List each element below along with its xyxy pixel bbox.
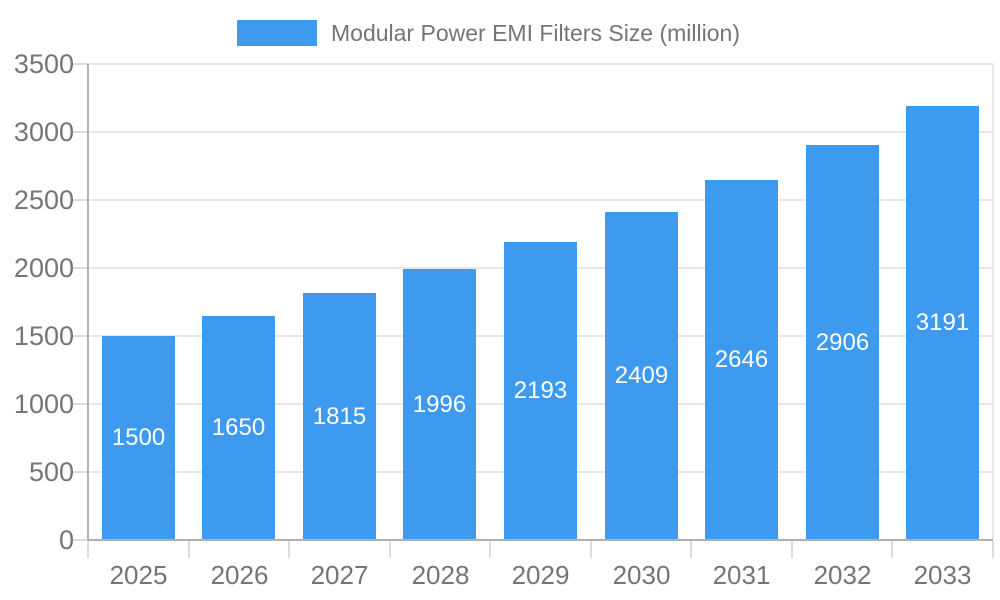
y-axis-tick (72, 403, 88, 405)
x-axis-line (88, 539, 993, 541)
gridline (88, 199, 993, 201)
y-axis-tick-label: 1500 (13, 321, 74, 351)
bar: 3191 (906, 106, 979, 540)
bar: 1650 (202, 316, 275, 540)
x-axis-tick (187, 541, 190, 558)
y-axis-tick-label: 0 (58, 525, 74, 555)
bar-value-label: 2646 (714, 346, 769, 373)
x-axis-tick (891, 541, 894, 558)
legend-swatch (237, 20, 317, 46)
bar: 2193 (504, 242, 577, 540)
bar-value-label: 1650 (211, 414, 266, 441)
y-axis-tick-label: 2500 (13, 185, 74, 215)
x-axis-tick (790, 541, 793, 558)
legend-label: Modular Power EMI Filters Size (million) (331, 20, 740, 46)
x-axis-tick-label: 2032 (813, 560, 872, 590)
x-axis-tick-label: 2030 (612, 560, 671, 590)
bar: 1815 (303, 293, 376, 540)
y-axis-tick-label: 3000 (13, 117, 74, 147)
bar: 2646 (705, 180, 778, 540)
y-axis-tick (72, 267, 88, 269)
bar-value-label: 1815 (312, 402, 367, 430)
bar-value-label: 2906 (815, 328, 870, 356)
y-axis-tick (72, 131, 88, 133)
plot-right-border (992, 64, 994, 540)
x-axis-tick-label: 2031 (712, 560, 771, 590)
x-axis-tick (992, 541, 994, 558)
x-axis-tick (87, 541, 89, 558)
y-axis-tick (72, 335, 88, 337)
y-axis-tick (72, 63, 88, 65)
y-axis-tick (72, 539, 88, 541)
x-axis-tick (388, 541, 391, 558)
y-axis-tick-label: 2000 (13, 253, 74, 283)
x-axis-tick (589, 541, 592, 558)
bar-value-label: 2409 (614, 362, 669, 389)
gridline (88, 63, 993, 65)
x-axis-tick (690, 541, 693, 558)
x-axis-tick-label: 2029 (511, 560, 570, 590)
y-axis-tick (72, 471, 88, 473)
x-axis-tick-label: 2027 (310, 560, 369, 590)
gridline (88, 131, 993, 133)
y-axis-tick-label: 3500 (13, 49, 74, 79)
bar: 1996 (403, 269, 476, 540)
x-axis-tick-label: 2028 (411, 560, 470, 590)
bar: 1500 (102, 336, 175, 540)
bar-value-label: 1996 (412, 390, 467, 418)
bar-value-label: 2193 (513, 377, 568, 404)
bar-value-label: 3191 (915, 309, 970, 336)
y-axis-tick-label: 1000 (13, 389, 74, 419)
bar: 2906 (806, 145, 879, 540)
bar-value-label: 1500 (111, 424, 166, 451)
legend: Modular Power EMI Filters Size (million) (237, 20, 740, 46)
y-axis-tick (72, 199, 88, 201)
y-axis-line (87, 64, 89, 540)
x-axis-tick-label: 2033 (913, 560, 972, 590)
bar: 2409 (605, 212, 678, 540)
y-axis-tick-label: 500 (28, 457, 74, 487)
x-axis-tick (489, 541, 492, 558)
x-axis-tick-label: 2025 (109, 560, 168, 590)
x-axis-tick (288, 541, 291, 558)
x-axis-tick-label: 2026 (210, 560, 269, 590)
